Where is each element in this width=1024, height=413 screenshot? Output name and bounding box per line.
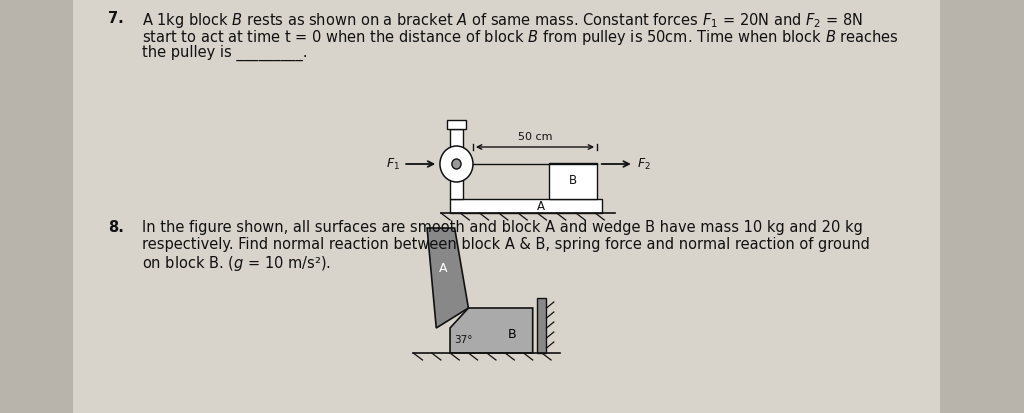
Bar	[450, 199, 601, 213]
Text: on block B. ($g$ = 10 m/s²).: on block B. ($g$ = 10 m/s²).	[142, 254, 332, 273]
Circle shape	[452, 159, 461, 169]
Text: respectively. Find normal reaction between block A & B, spring force and normal : respectively. Find normal reaction betwe…	[142, 237, 870, 252]
Circle shape	[440, 146, 473, 182]
Text: 7.: 7.	[109, 11, 124, 26]
Text: B: B	[569, 175, 578, 188]
Text: $F_2$: $F_2$	[637, 157, 651, 171]
Polygon shape	[450, 308, 532, 353]
Text: $F_1$: $F_1$	[386, 157, 399, 171]
Text: start to act at time t = 0 when the distance of block $B$ from pulley is 50cm. T: start to act at time t = 0 when the dist…	[142, 28, 899, 47]
Text: 8.: 8.	[109, 220, 124, 235]
Text: In the figure shown, all surfaces are smooth and block A and wedge B have mass 1: In the figure shown, all surfaces are sm…	[142, 220, 863, 235]
Bar	[450, 129, 463, 199]
Text: 50 cm: 50 cm	[518, 132, 552, 142]
Bar	[549, 163, 597, 199]
Text: A 1kg block $B$ rests as shown on a bracket $A$ of same mass. Constant forces $F: A 1kg block $B$ rests as shown on a brac…	[142, 11, 863, 30]
Text: A: A	[438, 261, 446, 275]
Text: B: B	[508, 328, 517, 342]
Text: 37°: 37°	[455, 335, 473, 345]
Text: A: A	[537, 199, 545, 213]
Text: the pulley is _________.: the pulley is _________.	[142, 45, 308, 61]
Polygon shape	[427, 228, 468, 328]
Bar	[447, 120, 466, 129]
Bar	[538, 298, 547, 353]
